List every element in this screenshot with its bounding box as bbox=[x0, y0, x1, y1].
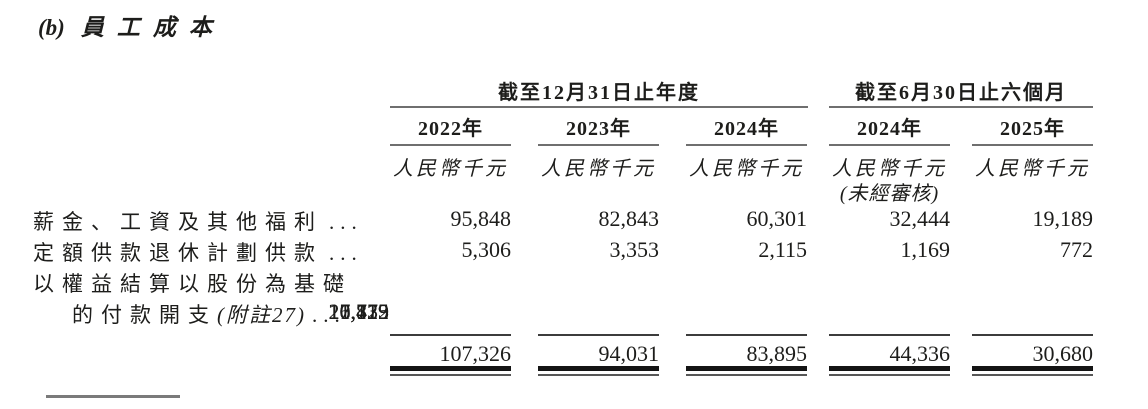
total-double-rule bbox=[829, 366, 950, 376]
total-double-rule bbox=[538, 366, 659, 376]
value-cell: 10,719 bbox=[328, 299, 390, 324]
unit-label: 人民幣千元 bbox=[689, 158, 804, 180]
col-header-2022: 2022年 bbox=[390, 112, 511, 146]
total-double-rule bbox=[686, 366, 807, 376]
total-double-rule bbox=[390, 366, 511, 376]
value-cell: 32,444 bbox=[889, 206, 951, 231]
value-cell: 1,169 bbox=[900, 237, 951, 262]
dot-leader: ... bbox=[312, 303, 346, 327]
section-marker: (b) bbox=[38, 15, 65, 40]
value-cell: 95,848 bbox=[450, 206, 512, 231]
unit-label: 人民幣千元 bbox=[393, 158, 508, 180]
footnote-separator-rule bbox=[46, 395, 180, 398]
total-cell: 44,336 bbox=[889, 341, 951, 366]
value-cell: 60,301 bbox=[746, 206, 808, 231]
col-header-2025-interim: 2025年 bbox=[972, 112, 1093, 146]
note-reference: (附註27) bbox=[217, 303, 306, 327]
section-title-text: 員工成本 bbox=[80, 15, 225, 40]
value-cell: 82,843 bbox=[598, 206, 660, 231]
total-double-rule bbox=[972, 366, 1093, 376]
unaudited-note: (未經審核) bbox=[839, 183, 940, 205]
row-label-retirement-contributions: 定額供款退休計劃供款... bbox=[33, 241, 363, 265]
row-label-salaries: 薪金、工資及其他福利... bbox=[33, 210, 363, 234]
subtotal-rule bbox=[972, 334, 1093, 336]
subtotal-rule bbox=[390, 334, 511, 336]
subtotal-rule bbox=[538, 334, 659, 336]
value-cell: 19,189 bbox=[1032, 206, 1094, 231]
colgroup-six-months-ended-jun30: 截至6月30日止六個月 bbox=[829, 76, 1093, 108]
colgroup-year-ended-dec31: 截至12月31日止年度 bbox=[390, 76, 808, 108]
col-header-2023: 2023年 bbox=[538, 112, 659, 146]
col-header-2024-interim: 2024年 bbox=[829, 112, 950, 146]
unit-label: 人民幣千元 bbox=[541, 158, 656, 180]
row-label-share-based-payment-line1: 以權益結算以股份為基礎 bbox=[33, 272, 352, 296]
total-cell: 107,326 bbox=[439, 341, 512, 366]
value-cell: 772 bbox=[1060, 237, 1093, 262]
value-cell: 10,723 bbox=[328, 299, 390, 324]
total-cell: 94,031 bbox=[598, 341, 660, 366]
total-cell: 83,895 bbox=[746, 341, 808, 366]
dot-leader: ... bbox=[329, 241, 363, 265]
value-cell: 6,172 bbox=[339, 299, 390, 324]
dot-leader: ... bbox=[329, 210, 363, 234]
unit-label: 人民幣千元 bbox=[832, 158, 947, 180]
unit-label: 人民幣千元 bbox=[975, 158, 1090, 180]
value-cell: 7,835 bbox=[339, 299, 390, 324]
col-header-2024: 2024年 bbox=[686, 112, 807, 146]
row-label-share-based-payment-line2: 的付款開支(附註27)... bbox=[72, 303, 346, 327]
subtotal-rule bbox=[686, 334, 807, 336]
section-title: (b) 員工成本 bbox=[38, 8, 225, 42]
total-cell: 30,680 bbox=[1032, 341, 1094, 366]
value-cell: 3,353 bbox=[609, 237, 660, 262]
subtotal-rule bbox=[829, 334, 950, 336]
value-cell: 21,479 bbox=[328, 299, 390, 324]
value-cell: 5,306 bbox=[461, 237, 512, 262]
value-cell: 2,115 bbox=[758, 237, 807, 262]
